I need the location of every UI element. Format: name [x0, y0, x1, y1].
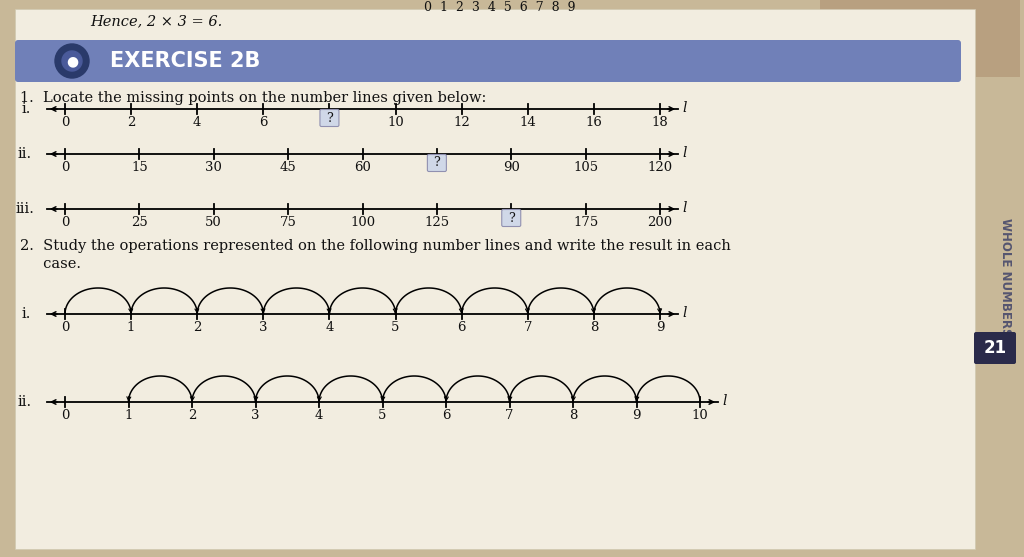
Text: 200: 200 [647, 216, 673, 229]
Text: 0: 0 [60, 321, 70, 334]
Text: 60: 60 [354, 161, 371, 174]
Text: 30: 30 [206, 161, 222, 174]
Text: 25: 25 [131, 216, 147, 229]
Text: ●: ● [66, 54, 78, 68]
Text: 120: 120 [647, 161, 673, 174]
Text: 1: 1 [124, 409, 133, 422]
Text: 10: 10 [387, 116, 403, 129]
Text: 18: 18 [651, 116, 669, 129]
Text: 105: 105 [573, 161, 598, 174]
Text: 75: 75 [280, 216, 297, 229]
Text: 50: 50 [206, 216, 222, 229]
Text: EXERCISE 2B: EXERCISE 2B [110, 51, 260, 71]
Circle shape [62, 51, 82, 71]
Text: case.: case. [20, 257, 81, 271]
Text: 2.  Study the operations represented on the following number lines and write the: 2. Study the operations represented on t… [20, 239, 731, 253]
FancyBboxPatch shape [15, 40, 961, 82]
Text: 8: 8 [590, 321, 598, 334]
Text: 9: 9 [632, 409, 641, 422]
Text: 5: 5 [391, 321, 399, 334]
Text: 2: 2 [187, 409, 197, 422]
Text: 9: 9 [655, 321, 665, 334]
Text: l: l [682, 201, 686, 215]
Text: 4: 4 [326, 321, 334, 334]
Text: l: l [682, 306, 686, 320]
Circle shape [55, 44, 89, 78]
Text: 12: 12 [454, 116, 470, 129]
Text: 6: 6 [458, 321, 466, 334]
FancyBboxPatch shape [820, 0, 1020, 77]
Text: l: l [682, 101, 686, 115]
Text: ?: ? [433, 157, 440, 169]
Text: 7: 7 [505, 409, 514, 422]
Text: 8: 8 [568, 409, 578, 422]
Text: 100: 100 [350, 216, 375, 229]
Text: 15: 15 [131, 161, 147, 174]
Text: i.: i. [22, 102, 32, 116]
Text: 0: 0 [60, 409, 70, 422]
Text: 0: 0 [60, 216, 70, 229]
Text: ii.: ii. [18, 395, 32, 409]
Text: 14: 14 [519, 116, 537, 129]
Text: 6: 6 [441, 409, 451, 422]
Text: WHOLE NUMBERS: WHOLE NUMBERS [998, 218, 1012, 336]
Text: 0: 0 [60, 116, 70, 129]
Text: Hence, 2 × 3 = 6.: Hence, 2 × 3 = 6. [90, 14, 222, 28]
Text: 175: 175 [573, 216, 598, 229]
Text: 21: 21 [983, 339, 1007, 357]
FancyBboxPatch shape [15, 9, 975, 549]
Text: 0  1  2  3  4  5  6  7  8  9: 0 1 2 3 4 5 6 7 8 9 [424, 1, 575, 14]
Text: 2: 2 [194, 321, 202, 334]
FancyBboxPatch shape [974, 332, 1016, 364]
Text: ii.: ii. [18, 147, 32, 161]
FancyBboxPatch shape [319, 110, 339, 126]
Text: 10: 10 [691, 409, 709, 422]
Text: 0: 0 [60, 161, 70, 174]
Text: 2: 2 [127, 116, 135, 129]
Text: 3: 3 [251, 409, 260, 422]
Text: 3: 3 [259, 321, 267, 334]
Text: iii.: iii. [16, 202, 35, 216]
Text: 16: 16 [586, 116, 602, 129]
Text: 125: 125 [424, 216, 450, 229]
Text: ?: ? [508, 212, 515, 224]
Text: 4: 4 [194, 116, 202, 129]
Text: l: l [682, 146, 686, 160]
Text: i.: i. [22, 307, 32, 321]
FancyBboxPatch shape [427, 154, 446, 172]
Text: ?: ? [326, 111, 333, 125]
Text: 1.  Locate the missing points on the number lines given below:: 1. Locate the missing points on the numb… [20, 91, 486, 105]
Text: 6: 6 [259, 116, 267, 129]
Text: l: l [722, 394, 726, 408]
Text: 7: 7 [523, 321, 532, 334]
Text: 5: 5 [378, 409, 387, 422]
Text: 1: 1 [127, 321, 135, 334]
Text: 45: 45 [280, 161, 297, 174]
FancyBboxPatch shape [502, 209, 521, 227]
Text: 4: 4 [314, 409, 324, 422]
Text: 90: 90 [503, 161, 520, 174]
